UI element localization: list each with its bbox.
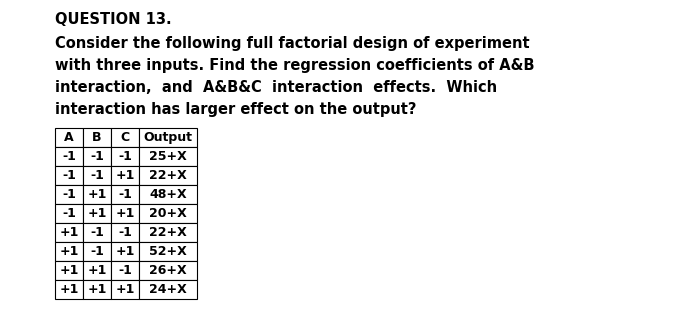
Text: interaction,  and  A&B&C  interaction  effects.  Which: interaction, and A&B&C interaction effec… (55, 80, 497, 95)
Text: -1: -1 (90, 245, 104, 258)
Bar (83, 185, 111, 204)
Bar (111, 185, 139, 204)
Text: A: A (64, 131, 74, 144)
Text: -1: -1 (90, 169, 104, 182)
Text: +1: +1 (88, 283, 106, 296)
Bar (55, 261, 83, 280)
Bar (83, 223, 111, 242)
Text: +1: +1 (88, 264, 106, 277)
Text: Output: Output (144, 131, 193, 144)
Text: +1: +1 (88, 188, 106, 201)
Bar (55, 128, 83, 147)
Text: 22+X: 22+X (149, 226, 187, 239)
Bar (111, 147, 139, 166)
Text: -1: -1 (118, 226, 132, 239)
Text: -1: -1 (62, 169, 76, 182)
Text: +1: +1 (60, 264, 78, 277)
Bar (111, 166, 139, 185)
Text: +1: +1 (116, 169, 134, 182)
Bar (111, 223, 139, 242)
Bar (55, 204, 83, 223)
Bar (55, 280, 83, 299)
Text: -1: -1 (90, 150, 104, 163)
Text: QUESTION 13.: QUESTION 13. (55, 12, 172, 27)
Bar (55, 147, 83, 166)
Bar (55, 166, 83, 185)
Text: -1: -1 (62, 188, 76, 201)
Text: B: B (92, 131, 102, 144)
Bar (111, 261, 139, 280)
Bar (111, 280, 139, 299)
Bar (139, 166, 197, 185)
Text: -1: -1 (90, 226, 104, 239)
Bar (111, 242, 139, 261)
Bar (139, 280, 197, 299)
Bar (83, 204, 111, 223)
Text: +1: +1 (88, 207, 106, 220)
Text: +1: +1 (60, 226, 78, 239)
Text: -1: -1 (62, 150, 76, 163)
Bar (111, 204, 139, 223)
Text: +1: +1 (116, 207, 134, 220)
Bar (55, 242, 83, 261)
Bar (139, 223, 197, 242)
Text: C: C (120, 131, 130, 144)
Text: 48+X: 48+X (149, 188, 187, 201)
Bar (139, 242, 197, 261)
Bar (55, 223, 83, 242)
Bar (83, 128, 111, 147)
Text: 22+X: 22+X (149, 169, 187, 182)
Text: 26+X: 26+X (149, 264, 187, 277)
Bar (83, 166, 111, 185)
Text: 24+X: 24+X (149, 283, 187, 296)
Text: +1: +1 (116, 245, 134, 258)
Text: -1: -1 (118, 264, 132, 277)
Bar (83, 280, 111, 299)
Bar (139, 147, 197, 166)
Text: 52+X: 52+X (149, 245, 187, 258)
Bar (111, 128, 139, 147)
Text: +1: +1 (116, 283, 134, 296)
Text: 25+X: 25+X (149, 150, 187, 163)
Bar (139, 128, 197, 147)
Text: +1: +1 (60, 283, 78, 296)
Bar (139, 185, 197, 204)
Text: Consider the following full factorial design of experiment: Consider the following full factorial de… (55, 36, 530, 51)
Bar (139, 204, 197, 223)
Text: -1: -1 (62, 207, 76, 220)
Bar (83, 261, 111, 280)
Bar (83, 147, 111, 166)
Text: -1: -1 (118, 188, 132, 201)
Bar (55, 185, 83, 204)
Text: -1: -1 (118, 150, 132, 163)
Text: 20+X: 20+X (149, 207, 187, 220)
Bar (83, 242, 111, 261)
Text: with three inputs. Find the regression coefficients of A&B: with three inputs. Find the regression c… (55, 58, 535, 73)
Text: interaction has larger effect on the output?: interaction has larger effect on the out… (55, 102, 416, 117)
Text: +1: +1 (60, 245, 78, 258)
Bar (139, 261, 197, 280)
